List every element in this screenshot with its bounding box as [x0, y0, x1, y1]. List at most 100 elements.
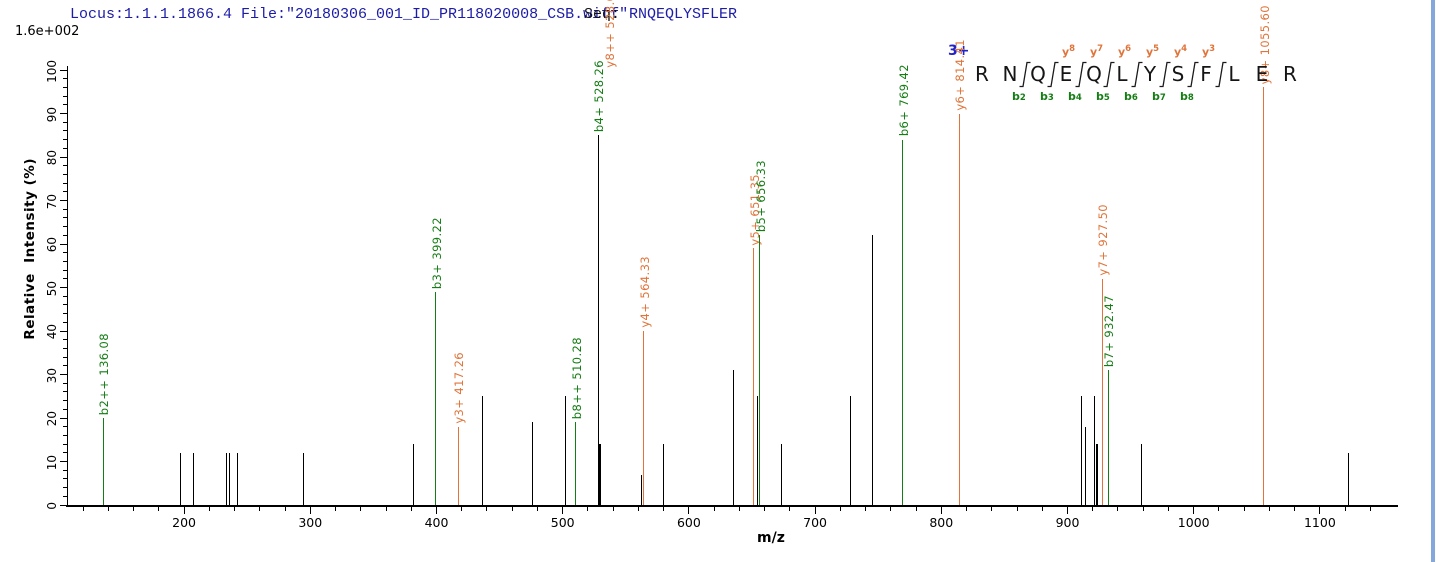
x-tick: [1218, 506, 1220, 511]
x-tick: [208, 506, 210, 511]
y-tick: [63, 347, 67, 349]
y-tick: [59, 417, 67, 419]
fragment-divider: [1046, 61, 1059, 88]
x-tick: [1041, 506, 1043, 511]
peak: [871, 235, 873, 505]
x-tick: [966, 506, 968, 511]
y-tick-label: 70: [45, 193, 59, 209]
fragment-divider: [1130, 61, 1143, 88]
x-tick: [410, 506, 412, 511]
y-tick-label: 10: [45, 454, 59, 470]
x-tick: [1294, 506, 1296, 511]
seq-residue: E: [1255, 62, 1269, 86]
seq-residue: Y: [1143, 62, 1157, 86]
y-tick: [59, 287, 67, 288]
x-tick: [940, 506, 942, 514]
y-tick: [63, 434, 67, 436]
x-tick: [764, 506, 766, 511]
peak-label-y4+: y4+ 564.33: [637, 256, 652, 328]
y-tick: [63, 478, 67, 480]
y-tick: [59, 374, 67, 375]
peak-b7+: [1107, 370, 1109, 505]
seq-residue: E: [1059, 62, 1073, 86]
peak: [1096, 444, 1099, 505]
seq-residue: N: [1002, 62, 1018, 86]
fragment-divider: [1018, 61, 1031, 88]
seq-residue: R: [975, 62, 989, 86]
x-tick: [688, 506, 690, 514]
y-tick: [63, 391, 67, 393]
fragment-divider: [1158, 61, 1171, 88]
y-tick: [63, 321, 67, 323]
y-tick: [59, 330, 67, 332]
fragment-divider: [1186, 61, 1199, 88]
x-tick: [1243, 506, 1245, 511]
y-tick: [63, 95, 67, 97]
seq-residue: R: [1283, 62, 1297, 86]
y-tick: [63, 139, 67, 141]
peak-b2++: [102, 418, 104, 505]
y-tick: [59, 69, 67, 71]
peak: [850, 396, 852, 505]
x-tick: [738, 506, 740, 511]
y-tick: [63, 208, 67, 210]
x-tick: [158, 506, 160, 511]
x-tick: [1193, 506, 1195, 514]
x-tick: [385, 506, 387, 511]
charge-state: 3+: [948, 43, 970, 59]
x-tick: [436, 506, 437, 514]
header-seq-value: RNQEQLYSFLER: [629, 6, 738, 23]
y-ion-label: y5: [1146, 44, 1160, 59]
peak: [1141, 444, 1143, 505]
y-tick-label: 40: [45, 324, 59, 340]
y-ion-label: y4: [1174, 44, 1188, 59]
y-ion-label: y8: [1062, 44, 1076, 59]
y-tick: [63, 191, 67, 193]
peak-label-y7+: y7+ 927.50: [1096, 204, 1111, 276]
peak-label-b4+: b4+ 528.26: [592, 60, 607, 133]
peak-label-b5+: b5+ 656.33: [753, 160, 768, 233]
x-tick: [991, 506, 993, 511]
y-tick-label: 0: [45, 501, 59, 510]
x-tick-label: 1000: [1177, 515, 1210, 530]
y-tick-label: 90: [45, 106, 59, 122]
y-tick: [63, 147, 67, 149]
y-tick-label: 30: [45, 367, 59, 383]
x-tick-label: 500: [550, 515, 575, 530]
y-tick: [63, 182, 67, 184]
peak-label-b6+: b6+ 769.42: [896, 64, 911, 137]
x-tick: [536, 506, 538, 511]
x-tick: [1167, 506, 1169, 511]
x-tick-label: 400: [424, 515, 449, 530]
peak-y6+: [958, 113, 960, 505]
peak: [193, 452, 195, 505]
y-tick: [63, 426, 67, 428]
peak-label-y3+: y3+ 417.26: [452, 352, 467, 424]
y-tick: [63, 495, 67, 497]
peak-label-y6+: y6+ 814.41: [953, 38, 968, 111]
peak-b5+: [759, 235, 761, 505]
y-tick: [63, 339, 67, 341]
peak: [733, 370, 735, 505]
x-tick: [637, 506, 639, 511]
y-tick: [63, 295, 67, 297]
x-tick: [133, 506, 135, 511]
b-ion-label: b4: [1068, 90, 1082, 103]
x-tick: [335, 506, 337, 511]
y-tick: [63, 304, 67, 306]
b-ion-label: b3: [1040, 90, 1054, 103]
b-ion-label: b6: [1124, 90, 1138, 103]
peak: [780, 444, 782, 505]
peak-label-b3+: b3+ 399.22: [429, 216, 444, 289]
peak: [180, 452, 182, 505]
y-tick: [63, 382, 67, 384]
y-tick: [63, 260, 67, 262]
x-tick: [82, 506, 84, 511]
peak-b4+: [597, 135, 599, 505]
peak: [482, 396, 484, 505]
b-ion-label: b8: [1180, 90, 1194, 103]
y-tick: [59, 243, 67, 245]
peak: [641, 474, 643, 505]
